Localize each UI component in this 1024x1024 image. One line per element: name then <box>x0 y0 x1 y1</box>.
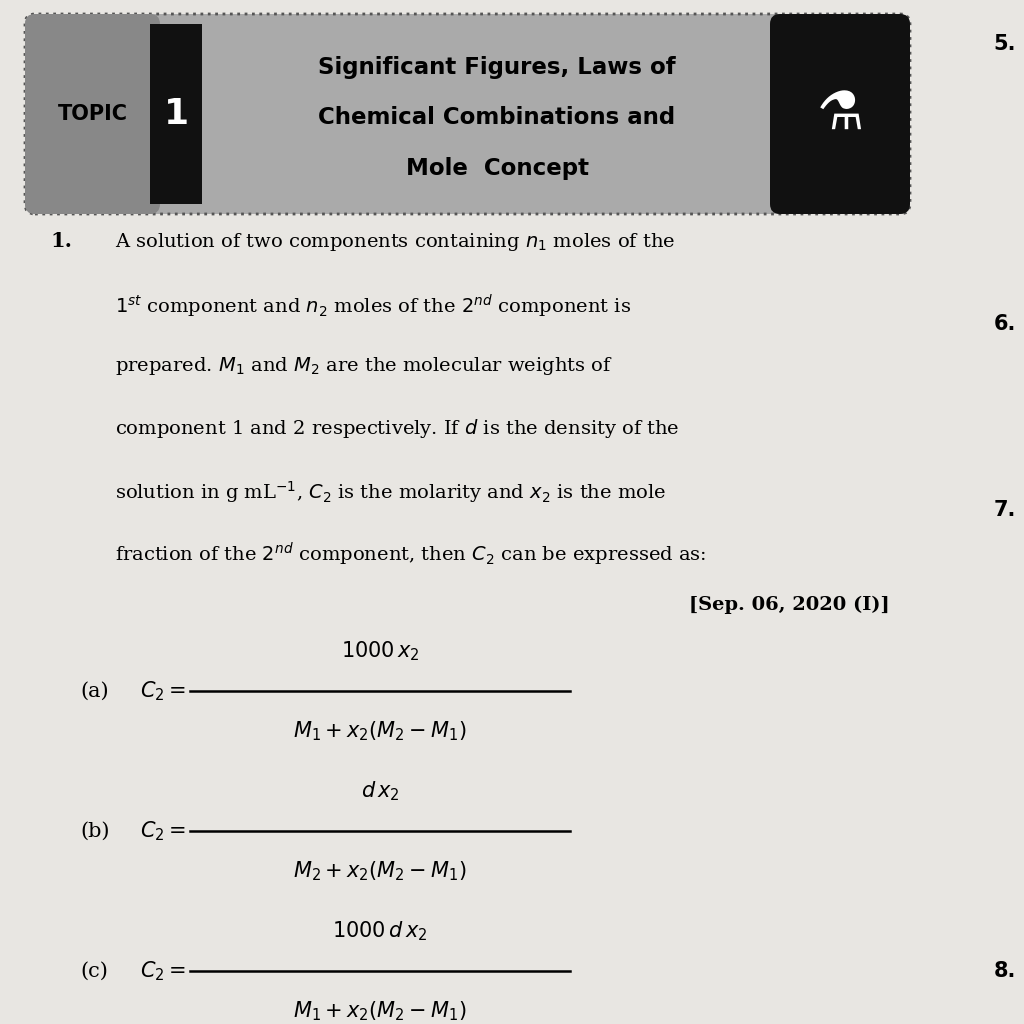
Text: (a): (a) <box>80 682 109 700</box>
Text: 7.: 7. <box>994 500 1016 520</box>
Text: component 1 and 2 respectively. If $d$ is the density of the: component 1 and 2 respectively. If $d$ i… <box>115 417 680 440</box>
FancyBboxPatch shape <box>25 14 160 214</box>
Text: 5.: 5. <box>993 34 1016 54</box>
Text: Significant Figures, Laws of: Significant Figures, Laws of <box>318 55 676 79</box>
Text: fraction of the $2^{nd}$ component, then $C_2$ can be expressed as:: fraction of the $2^{nd}$ component, then… <box>115 541 707 568</box>
Text: $1000\, x_2$: $1000\, x_2$ <box>341 639 420 663</box>
Text: prepared. $M_1$ and $M_2$ are the molecular weights of: prepared. $M_1$ and $M_2$ are the molecu… <box>115 355 613 377</box>
FancyBboxPatch shape <box>25 14 910 214</box>
Text: $C_2=$: $C_2=$ <box>140 679 186 702</box>
Text: 6.: 6. <box>994 314 1016 334</box>
Text: 1.: 1. <box>50 231 72 251</box>
Text: $M_2 + x_2(M_2 - M_1)$: $M_2 + x_2(M_2 - M_1)$ <box>293 859 467 883</box>
Text: Chemical Combinations and: Chemical Combinations and <box>318 106 676 129</box>
Text: TOPIC: TOPIC <box>57 104 128 124</box>
Text: $1^{st}$ component and $n_2$ moles of the $2^{nd}$ component is: $1^{st}$ component and $n_2$ moles of th… <box>115 293 631 321</box>
Bar <box>150 24 202 204</box>
Text: Mole  Concept: Mole Concept <box>406 157 589 179</box>
Text: [Sep. 06, 2020 (I)]: [Sep. 06, 2020 (I)] <box>689 596 890 614</box>
Text: $d\, x_2$: $d\, x_2$ <box>360 779 399 803</box>
Text: A solution of two components containing $n_1$ moles of the: A solution of two components containing … <box>115 231 675 253</box>
Text: $M_1 + x_2(M_2 - M_1)$: $M_1 + x_2(M_2 - M_1)$ <box>293 999 467 1023</box>
Bar <box>138 24 152 204</box>
Bar <box>780 24 792 204</box>
FancyBboxPatch shape <box>770 14 910 214</box>
Text: solution in g mL$^{-1}$, $C_2$ is the molarity and $x_2$ is the mole: solution in g mL$^{-1}$, $C_2$ is the mo… <box>115 479 667 505</box>
Text: $M_1 + x_2(M_2 - M_1)$: $M_1 + x_2(M_2 - M_1)$ <box>293 719 467 742</box>
Text: (c): (c) <box>80 962 108 981</box>
Text: 8.: 8. <box>994 961 1016 981</box>
Text: $C_2=$: $C_2=$ <box>140 959 186 983</box>
Text: $1000\, d\, x_2$: $1000\, d\, x_2$ <box>333 920 428 943</box>
Text: (b): (b) <box>80 821 110 841</box>
Text: 1: 1 <box>164 97 188 131</box>
Text: $C_2=$: $C_2=$ <box>140 819 186 843</box>
Text: ⚗: ⚗ <box>816 88 863 140</box>
